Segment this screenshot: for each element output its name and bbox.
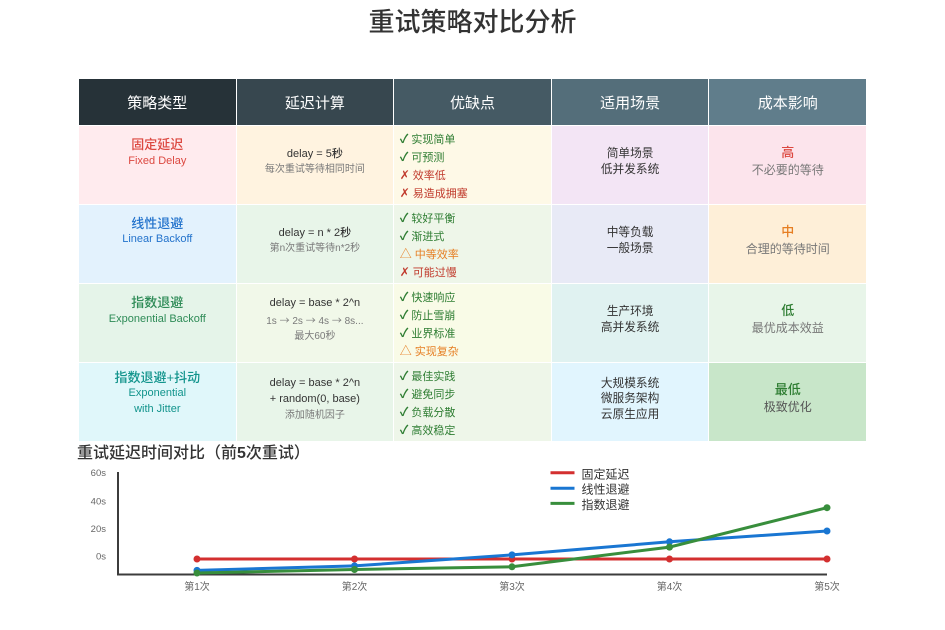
svg-text:第2次: 第2次 [342,580,368,593]
svg-text:第1次: 第1次 [184,580,210,593]
svg-text:第4次: 第4次 [657,580,683,593]
svg-text:60s: 60s [91,468,107,479]
svg-text:指数退避: 指数退避 [582,497,630,512]
svg-text:固定延迟: 固定延迟 [582,466,630,481]
svg-text:20s: 20s [91,524,107,535]
svg-text:第3次: 第3次 [499,580,525,593]
svg-text:0s: 0s [96,552,106,563]
svg-text:40s: 40s [91,497,107,508]
svg-text:第5次: 第5次 [814,580,840,593]
svg-text:线性退避: 线性退避 [582,483,630,497]
